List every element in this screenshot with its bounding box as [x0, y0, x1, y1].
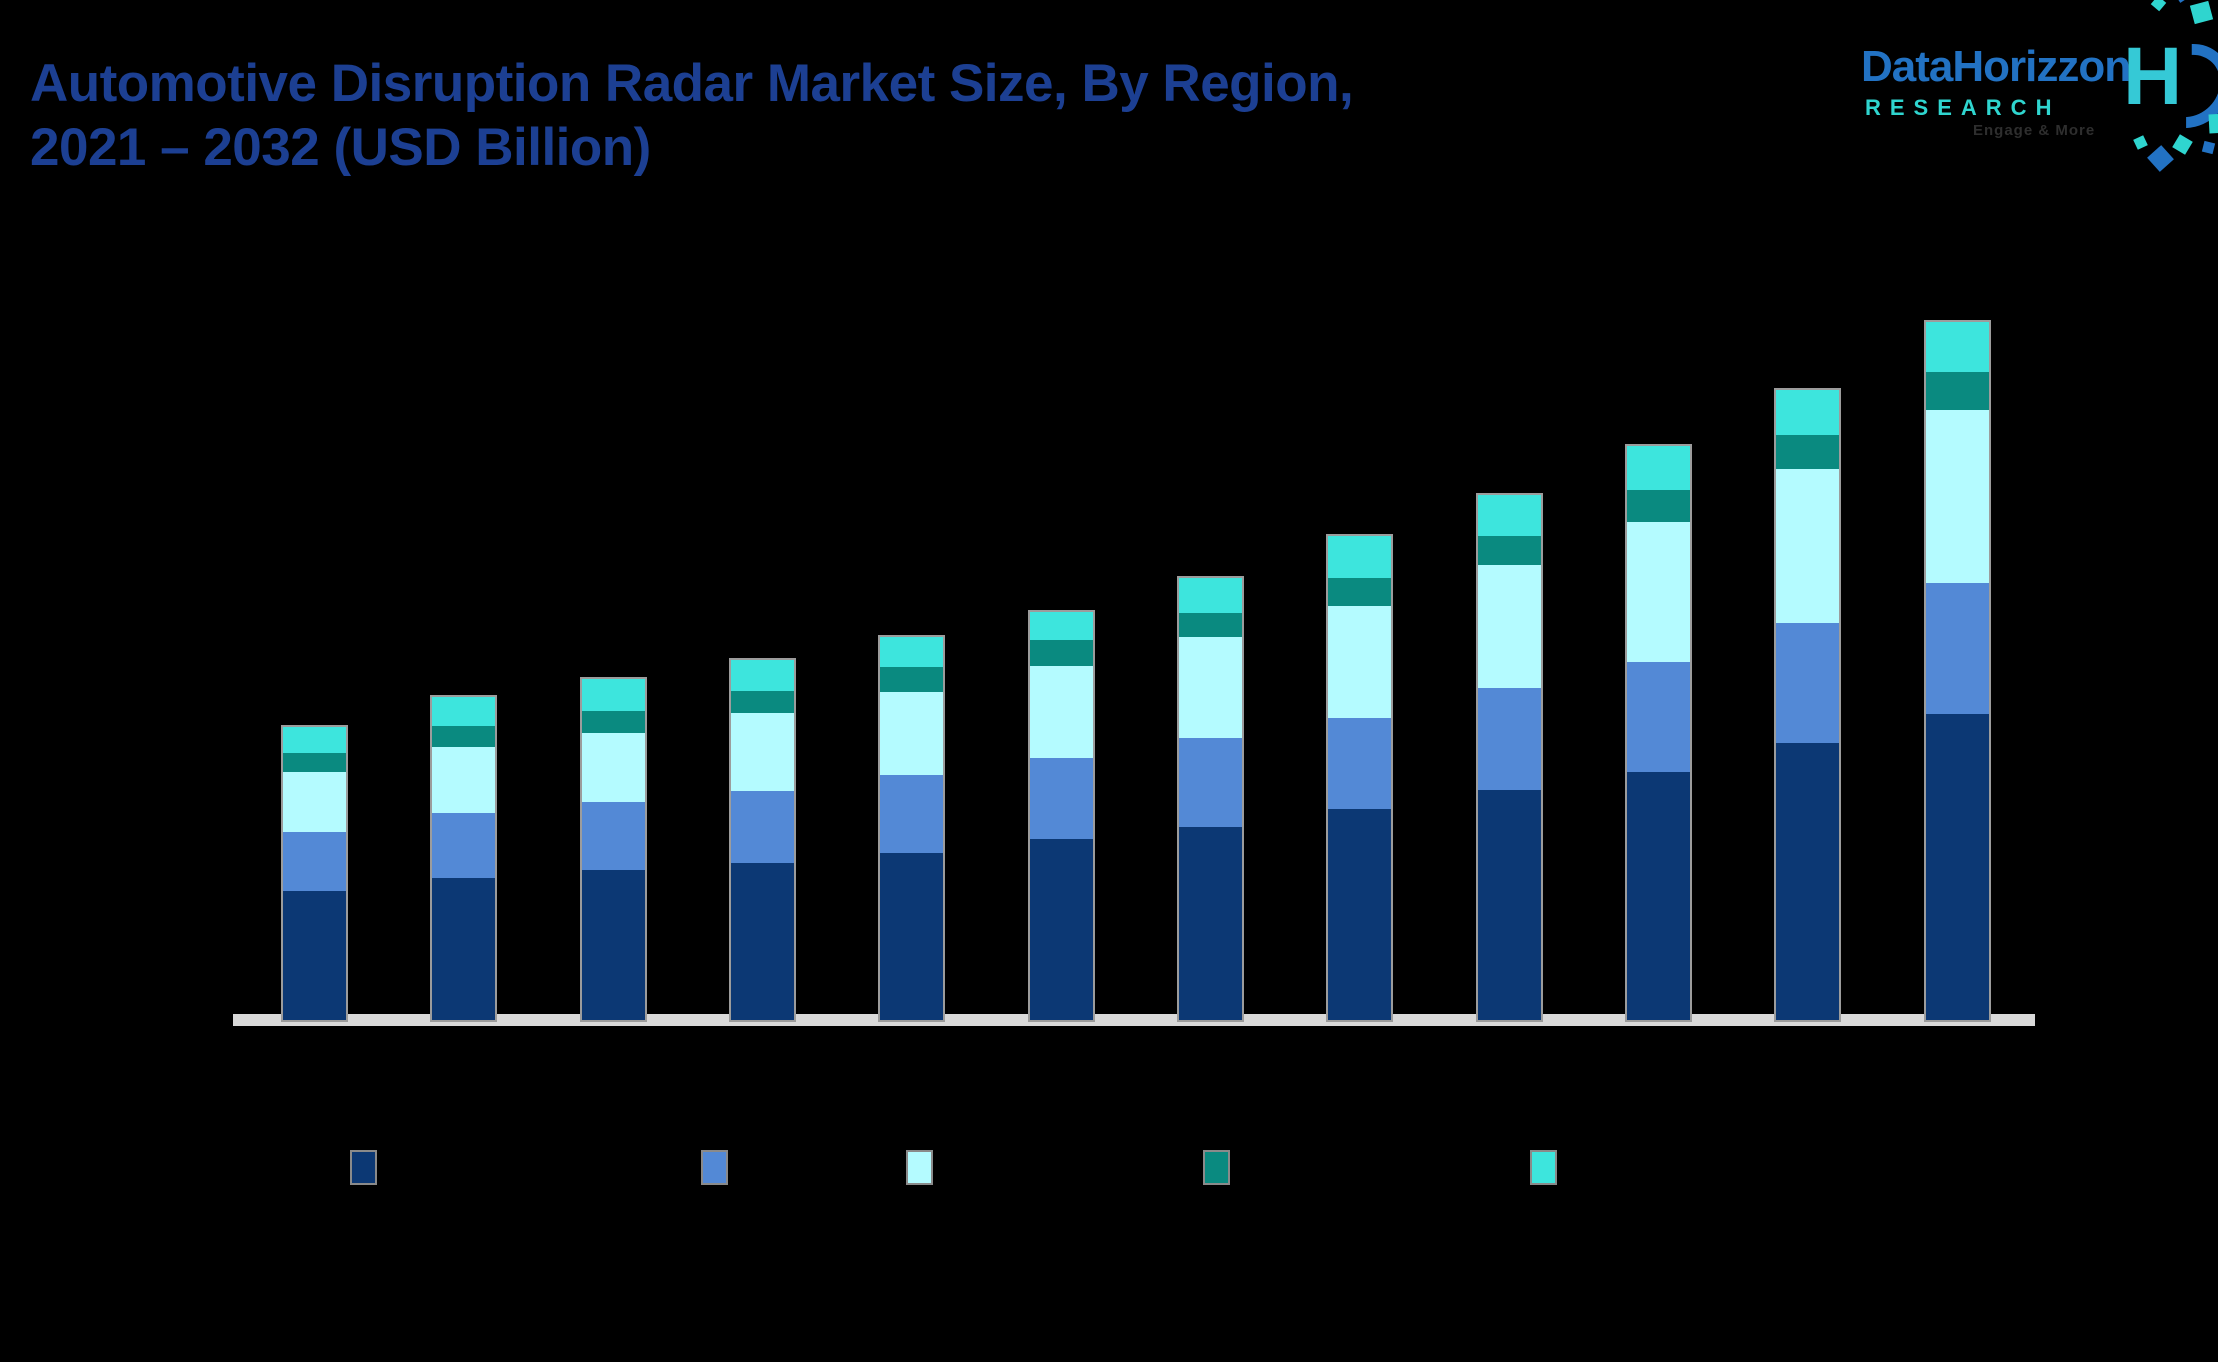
- segment-series-turquoise-2022: [431, 697, 495, 726]
- legend-swatch-series-blue: [703, 1152, 726, 1183]
- segment-series-blue-2028: [1327, 718, 1391, 809]
- segment-series-pale-cyan-2023: [581, 733, 645, 802]
- segment-series-teal-2025: [879, 667, 943, 692]
- segment-series-teal-2027: [1178, 613, 1242, 637]
- logo-burst-square-icon: [2133, 135, 2148, 150]
- segment-series-navy-2028: [1327, 809, 1391, 1020]
- legend-swatch-series-navy: [352, 1152, 375, 1183]
- segment-series-navy-2021: [282, 891, 346, 1020]
- segment-series-teal-2029: [1477, 536, 1541, 565]
- segment-series-pale-cyan-2031: [1775, 469, 1839, 623]
- legend-swatch-series-teal: [1205, 1152, 1228, 1183]
- segment-series-teal-2031: [1775, 435, 1839, 469]
- segment-series-turquoise-2028: [1327, 536, 1391, 578]
- segment-series-turquoise-2025: [879, 637, 943, 667]
- segment-series-blue-2030: [1626, 662, 1690, 772]
- segment-series-blue-2021: [282, 832, 346, 891]
- segment-series-teal-2028: [1327, 578, 1391, 606]
- datahorizzon-logo: DataHorizzon RESEARCH Engage & More H: [1855, 0, 2218, 173]
- segment-series-turquoise-2031: [1775, 390, 1839, 435]
- logo-h-letter: H: [2123, 31, 2183, 122]
- segment-series-navy-2029: [1477, 790, 1541, 1020]
- logo-burst-square-icon: [2189, 1, 2213, 25]
- bar-2026: [1029, 612, 1093, 1020]
- bar-2030: [1626, 446, 1690, 1020]
- bar-2032: [1925, 322, 1989, 1020]
- segment-series-navy-2030: [1626, 772, 1690, 1020]
- bar-2029: [1477, 495, 1541, 1020]
- segment-series-teal-2023: [581, 711, 645, 733]
- logo-burst-square-icon: [2150, 0, 2167, 12]
- logo-research-text: RESEARCH: [1865, 95, 2061, 120]
- bar-2021: [282, 727, 346, 1020]
- logo-h-mark-icon: H: [2123, 26, 2218, 146]
- segment-series-teal-2032: [1925, 372, 1989, 410]
- segment-series-pale-cyan-2030: [1626, 522, 1690, 662]
- segment-series-turquoise-2027: [1178, 578, 1242, 613]
- segment-series-blue-2029: [1477, 688, 1541, 790]
- segment-series-turquoise-2021: [282, 727, 346, 753]
- segment-series-navy-2024: [730, 863, 794, 1020]
- segment-series-blue-2025: [879, 775, 943, 853]
- segment-series-pale-cyan-2026: [1029, 666, 1093, 758]
- segment-series-pale-cyan-2028: [1327, 606, 1391, 718]
- segment-series-turquoise-2029: [1477, 495, 1541, 536]
- bar-2024: [730, 660, 794, 1020]
- bar-2031: [1775, 390, 1839, 1020]
- segment-series-teal-2021: [282, 753, 346, 772]
- segment-series-blue-2024: [730, 791, 794, 863]
- segment-series-pale-cyan-2021: [282, 772, 346, 832]
- segment-series-blue-2031: [1775, 623, 1839, 743]
- logo-brand-text: DataHorizzon: [1861, 42, 2131, 91]
- segment-series-blue-2023: [581, 802, 645, 870]
- segment-series-navy-2025: [879, 853, 943, 1020]
- logo-burst-square-icon: [2208, 113, 2218, 134]
- segment-series-navy-2026: [1029, 839, 1093, 1020]
- segment-series-turquoise-2030: [1626, 446, 1690, 490]
- segment-series-turquoise-2026: [1029, 612, 1093, 640]
- segment-series-teal-2024: [730, 691, 794, 713]
- segment-series-blue-2022: [431, 813, 495, 878]
- bar-2023: [581, 679, 645, 1020]
- segment-series-blue-2032: [1925, 583, 1989, 714]
- chart-title: Automotive Disruption Radar Market Size,…: [30, 52, 1354, 180]
- legend-swatch-series-pale-cyan: [908, 1152, 931, 1183]
- bar-2025: [879, 637, 943, 1020]
- segment-series-blue-2026: [1029, 758, 1093, 839]
- bar-2028: [1327, 536, 1391, 1020]
- chart-title-line1: Automotive Disruption Radar Market Size,…: [30, 54, 1354, 113]
- segment-series-pale-cyan-2029: [1477, 565, 1541, 688]
- segment-series-navy-2022: [431, 878, 495, 1020]
- segment-series-teal-2022: [431, 726, 495, 747]
- bar-2022: [431, 697, 495, 1020]
- segment-series-turquoise-2032: [1925, 322, 1989, 372]
- segment-series-navy-2031: [1775, 743, 1839, 1020]
- logo-tagline-text: Engage & More: [1973, 122, 2096, 139]
- segment-series-teal-2030: [1626, 490, 1690, 522]
- segment-series-pale-cyan-2024: [730, 713, 794, 791]
- segment-series-pale-cyan-2027: [1178, 637, 1242, 738]
- logo-burst-square-icon: [2201, 140, 2215, 154]
- segment-series-pale-cyan-2022: [431, 747, 495, 813]
- x-axis-baseline: [233, 1014, 2035, 1026]
- segment-series-turquoise-2024: [730, 660, 794, 691]
- bar-2027: [1178, 578, 1242, 1020]
- segment-series-turquoise-2023: [581, 679, 645, 711]
- segment-series-pale-cyan-2032: [1925, 410, 1989, 583]
- segment-series-pale-cyan-2025: [879, 692, 943, 775]
- segment-series-navy-2023: [581, 870, 645, 1020]
- segment-series-blue-2027: [1178, 738, 1242, 827]
- chart-title-line2: 2021 – 2032 (USD Billion): [30, 118, 651, 177]
- legend-swatch-series-turquoise: [1532, 1152, 1555, 1183]
- segment-series-teal-2026: [1029, 640, 1093, 666]
- segment-series-navy-2032: [1925, 714, 1989, 1020]
- segment-series-navy-2027: [1178, 827, 1242, 1020]
- logo-burst-square-icon: [2172, 0, 2193, 4]
